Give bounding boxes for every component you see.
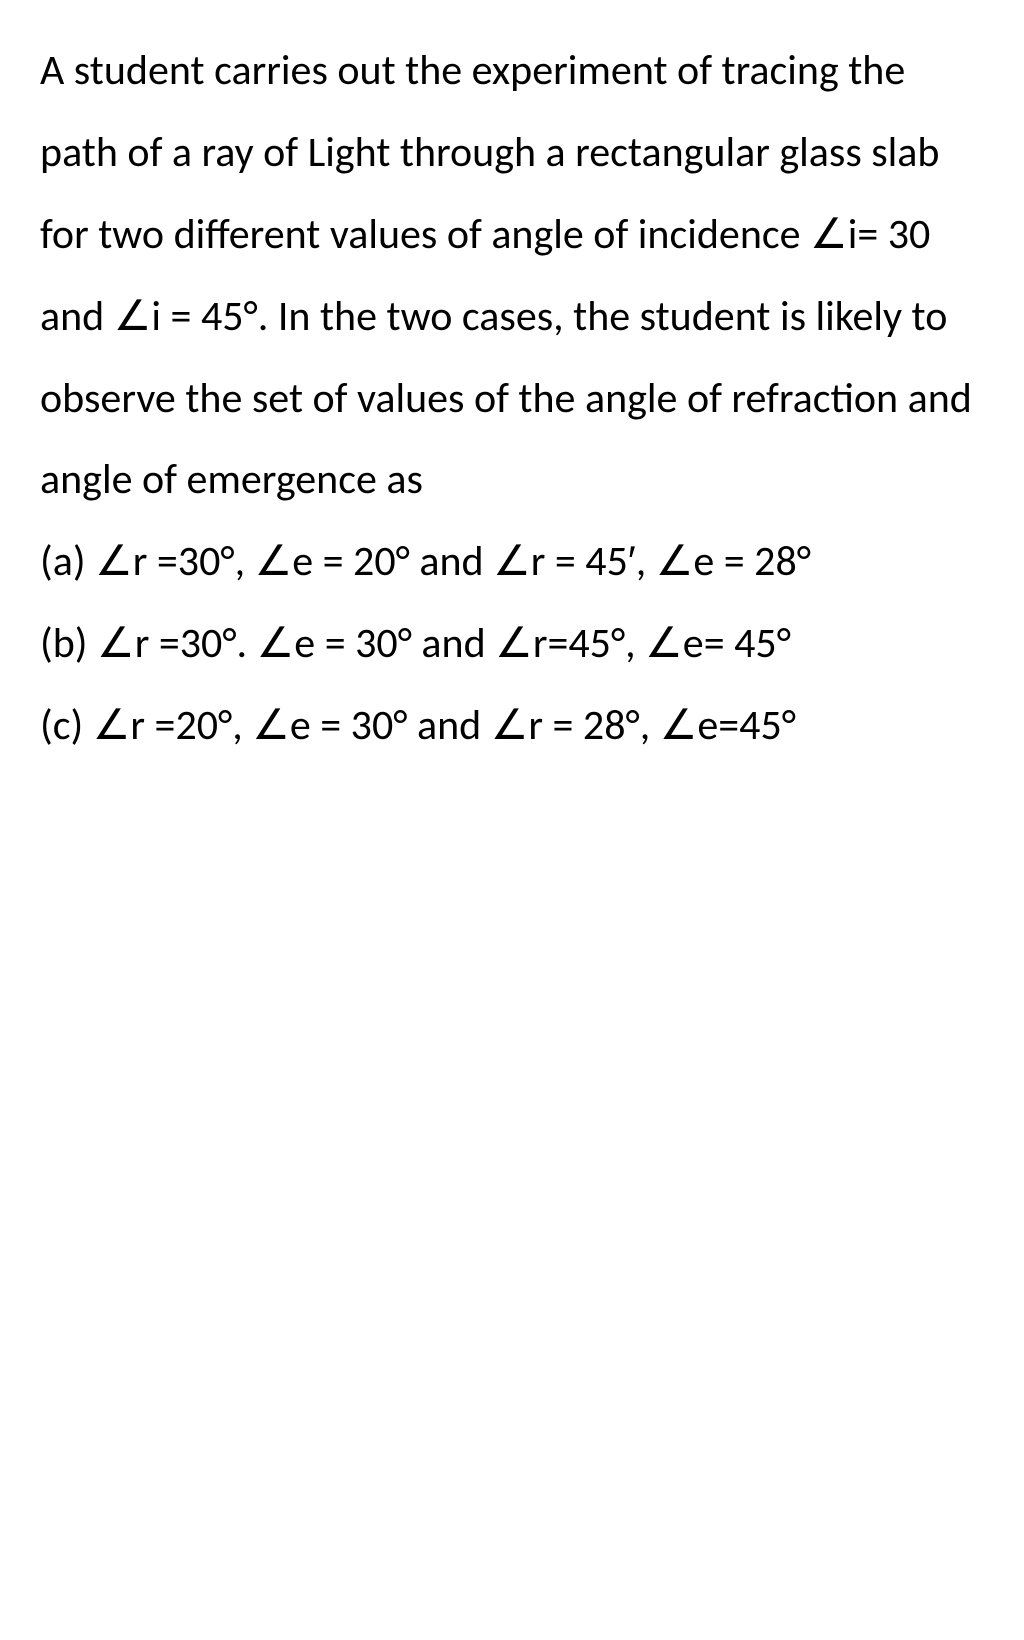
option-a: (a) ∠r =30°, ∠e = 20° and ∠r = 45′, ∠e =… xyxy=(40,521,984,603)
option-label: (b) xyxy=(40,618,88,669)
question-text: A student carries out the experiment of … xyxy=(40,30,984,521)
option-text: ∠r =30°, ∠e = 20° and ∠r = 45′, ∠e = 28° xyxy=(95,536,811,587)
option-b: (b) ∠r =30°. ∠e = 30° and ∠r=45°, ∠e= 45… xyxy=(40,603,984,685)
option-text: ∠r =20°, ∠e = 30° and ∠r = 28°, ∠e=45° xyxy=(93,700,796,751)
option-c: (c) ∠r =20°, ∠e = 30° and ∠r = 28°, ∠e=4… xyxy=(40,685,984,767)
option-label: (c) xyxy=(40,700,83,751)
option-label: (a) xyxy=(40,536,86,587)
option-text: ∠r =30°. ∠e = 30° and ∠r=45°, ∠e= 45° xyxy=(97,618,791,669)
